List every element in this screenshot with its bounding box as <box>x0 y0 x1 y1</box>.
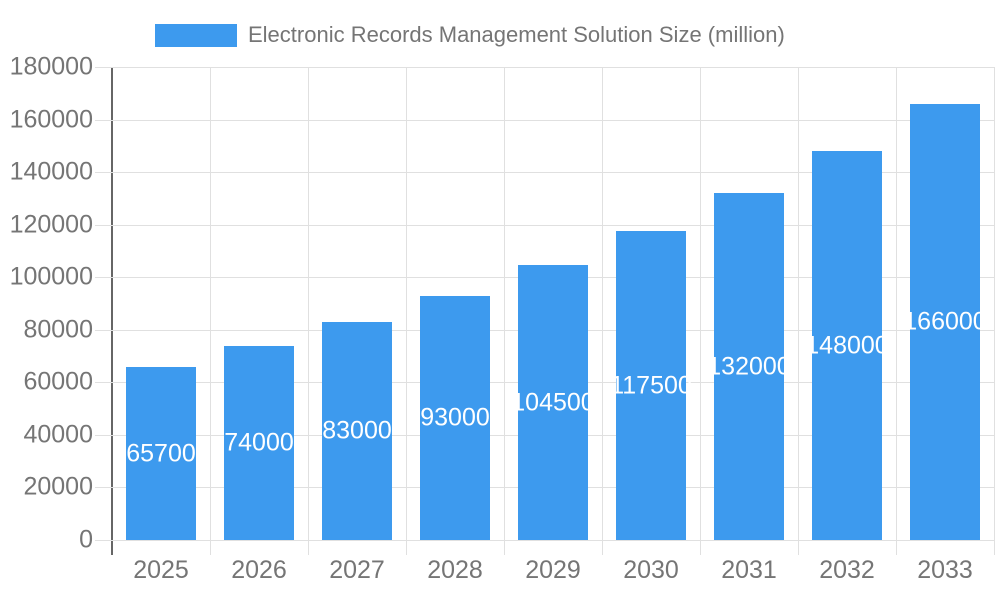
x-tick-label: 2028 <box>427 556 483 584</box>
v-gridline <box>307 67 309 555</box>
v-gridline <box>895 67 897 555</box>
y-tick-mark <box>95 277 112 279</box>
bar-2027[interactable]: 83000 <box>322 321 392 540</box>
v-gridline <box>601 67 603 555</box>
v-gridline <box>797 67 799 555</box>
h-gridline <box>112 172 994 174</box>
v-gridline <box>503 67 505 555</box>
v-gridline <box>405 67 407 555</box>
y-tick-label: 120000 <box>9 210 93 239</box>
bar-2029[interactable]: 104500 <box>511 265 595 540</box>
bar-value-label: 65700 <box>126 439 196 468</box>
x-tick-label: 2026 <box>231 556 287 584</box>
legend-label: Electronic Records Management Solution S… <box>248 22 785 47</box>
y-tick-label: 20000 <box>23 472 93 501</box>
y-tick-label: 40000 <box>23 420 93 449</box>
y-tick-mark <box>95 224 112 226</box>
bar-value-label: 83000 <box>322 416 392 445</box>
y-tick-mark <box>95 329 112 331</box>
chart-legend[interactable]: Electronic Records Management Solution S… <box>155 22 785 48</box>
h-gridline <box>112 119 994 121</box>
bar-value-label: 132000 <box>707 352 791 381</box>
h-gridline <box>112 540 994 541</box>
plot-area: 0 20000 40000 60000 80000 100000 120000 140000 1… <box>10 54 995 583</box>
y-axis-line <box>111 67 113 555</box>
y-tick-mark <box>95 67 112 68</box>
y-tick-label: 160000 <box>9 105 93 134</box>
x-tick-label: 2030 <box>623 556 679 584</box>
bar-2030[interactable]: 117500 <box>610 231 692 540</box>
y-tick-mark <box>95 119 112 121</box>
bar-2026[interactable]: 74000 <box>224 345 294 540</box>
bar-value-label: 74000 <box>224 428 294 457</box>
x-tick-label: 2029 <box>525 556 581 584</box>
bar-value-label: 93000 <box>420 403 490 432</box>
v-gridline <box>209 67 211 555</box>
y-tick-label: 60000 <box>23 367 93 396</box>
y-tick-mark <box>95 434 112 436</box>
y-tick-mark <box>95 172 112 174</box>
v-gridline <box>699 67 701 555</box>
y-tick-label: 80000 <box>23 315 93 344</box>
y-tick-label: 180000 <box>9 52 93 81</box>
y-tick-label: 0 <box>79 525 93 554</box>
bar-2031[interactable]: 132000 <box>707 193 791 540</box>
v-gridline <box>993 67 995 555</box>
bar-value-label: 117500 <box>610 371 692 400</box>
h-gridline <box>112 224 994 226</box>
y-tick-mark <box>95 382 112 384</box>
bar-2025[interactable]: 65700 <box>126 367 196 540</box>
bar-value-label: 104500 <box>511 388 595 417</box>
h-gridline <box>112 67 994 68</box>
bar-2028[interactable]: 93000 <box>420 295 490 540</box>
x-tick-label: 2033 <box>917 556 973 584</box>
x-tick-label: 2027 <box>329 556 385 584</box>
y-tick-mark <box>95 540 112 541</box>
y-tick-mark <box>95 487 112 489</box>
y-tick-label: 140000 <box>9 157 93 186</box>
x-tick-label: 2032 <box>819 556 875 584</box>
y-tick-label: 100000 <box>9 262 93 291</box>
legend-swatch <box>155 23 237 47</box>
bar-value-label: 148000 <box>805 331 889 360</box>
bar-value-label: 166000 <box>903 307 987 336</box>
bar-2033[interactable]: 166000 <box>903 103 987 540</box>
x-tick-label: 2031 <box>721 556 777 584</box>
x-tick-label: 2025 <box>133 556 189 584</box>
bar-2032[interactable]: 148000 <box>805 151 889 540</box>
